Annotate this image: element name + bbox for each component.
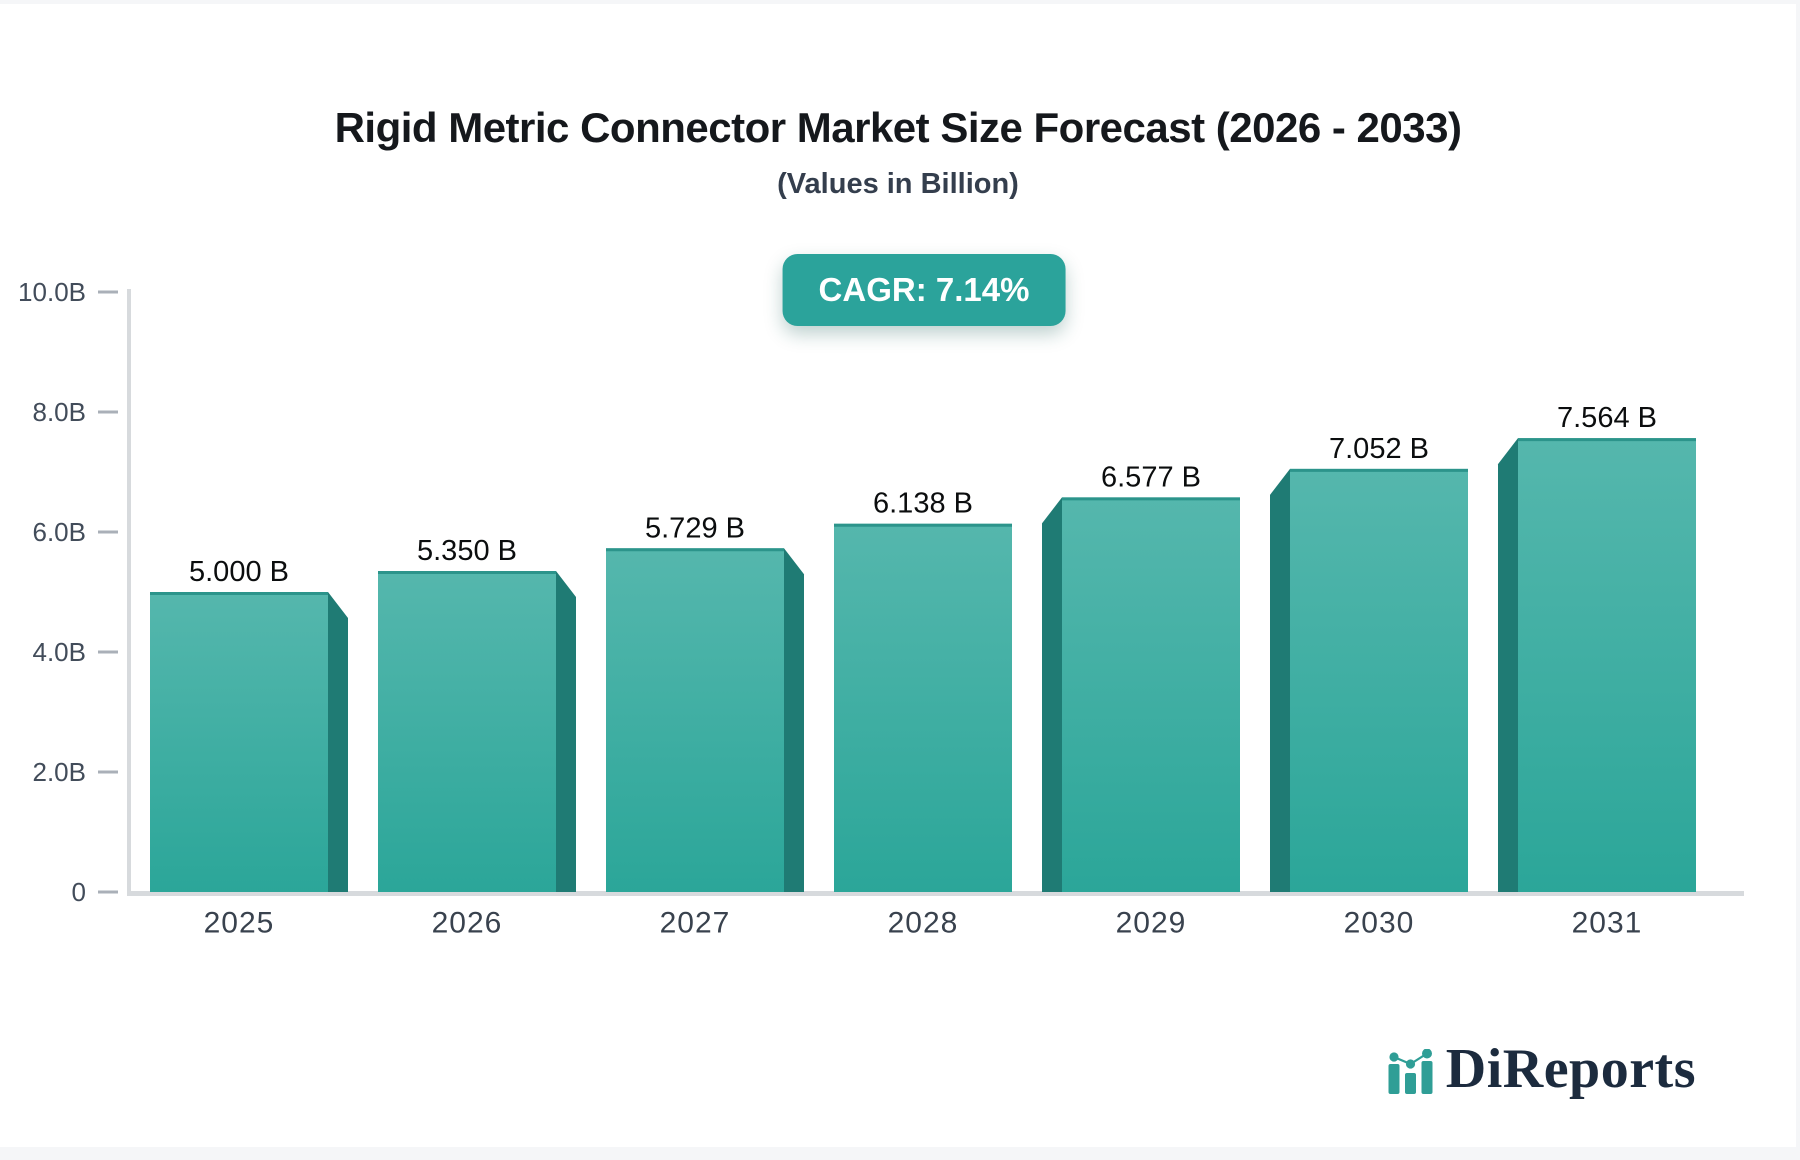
- x-axis-label-2026: 2026: [432, 907, 503, 940]
- x-axis-label-2025: 2025: [204, 907, 275, 940]
- bar-value-label: 5.000 B: [189, 556, 289, 588]
- bar-2031: [1518, 438, 1696, 892]
- x-axis-label-2029: 2029: [1116, 907, 1187, 940]
- y-axis-tick-label: 6.0B: [33, 517, 87, 547]
- bar-side-3d: [1042, 497, 1062, 892]
- bar-2030: [1290, 469, 1468, 892]
- x-axis-label-2031: 2031: [1572, 907, 1643, 940]
- bar-chart-sparkline-icon: [1386, 1049, 1436, 1095]
- bar-2025: [150, 592, 328, 892]
- bar-value-label: 5.350 B: [417, 535, 517, 567]
- y-axis-tick-label: 4.0B: [33, 637, 87, 667]
- logo-text: DiReports: [1446, 1043, 1696, 1095]
- chart-card: Rigid Metric Connector Market Size Forec…: [0, 4, 1796, 1147]
- y-axis-tick-label: 8.0B: [33, 397, 87, 427]
- bar-value-label: 6.138 B: [873, 488, 973, 520]
- bar-side-3d: [328, 592, 348, 892]
- bar-chart: 10.0B 8.0B 6.0B 4.0B 2.0B 0 5.000 B 2025 5.350 B…: [0, 4, 1800, 1160]
- x-axis-label-2028: 2028: [888, 907, 959, 940]
- bar-2028: [834, 524, 1012, 892]
- bar-value-label: 6.577 B: [1101, 461, 1201, 493]
- bar-2027: [606, 548, 784, 892]
- y-axis-tick-label: 10.0B: [18, 277, 86, 307]
- bar-side-3d: [1498, 438, 1518, 892]
- y-axis-tick-label: 0: [72, 877, 86, 907]
- bar-side-3d: [1270, 469, 1290, 892]
- bar-side-3d: [784, 548, 804, 892]
- bar-2026: [378, 571, 556, 892]
- bar-side-3d: [556, 571, 576, 892]
- y-axis-tick-label: 2.0B: [33, 757, 87, 787]
- bar-value-label: 5.729 B: [645, 512, 745, 544]
- x-axis-label-2030: 2030: [1344, 907, 1415, 940]
- x-axis-label-2027: 2027: [660, 907, 731, 940]
- bar-value-label: 7.052 B: [1329, 433, 1429, 465]
- bar-2029: [1062, 497, 1240, 892]
- direports-logo: DiReports: [1386, 1043, 1696, 1095]
- bar-value-label: 7.564 B: [1557, 402, 1657, 434]
